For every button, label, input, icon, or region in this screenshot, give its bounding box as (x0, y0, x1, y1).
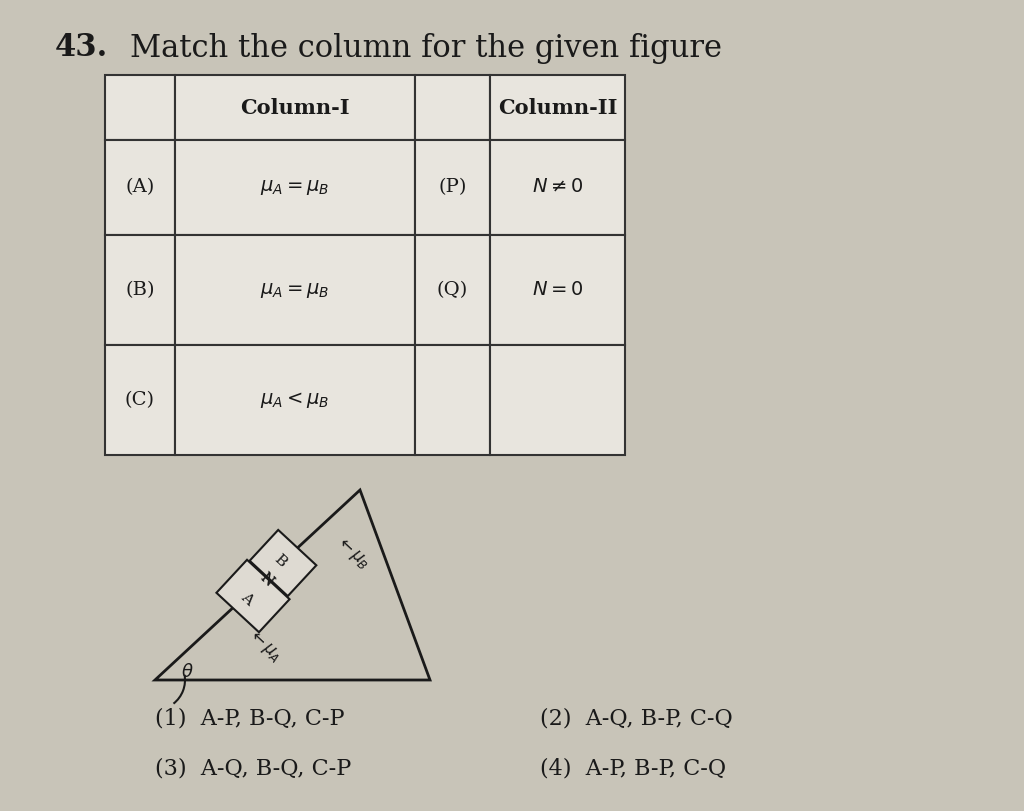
Bar (175, 235, 415, 345)
Bar (490, 75, 625, 140)
Bar (105, 345, 175, 455)
Text: (2)  A-Q, B-P, C-Q: (2) A-Q, B-P, C-Q (540, 707, 733, 729)
Bar (175, 345, 415, 455)
Bar (175, 75, 415, 140)
Text: Column-I: Column-I (241, 97, 350, 118)
Polygon shape (216, 560, 290, 633)
Text: Match the column for the given figure: Match the column for the given figure (130, 32, 722, 63)
Bar (105, 235, 175, 345)
Bar (415, 345, 490, 455)
Text: (4)  A-P, B-P, C-Q: (4) A-P, B-P, C-Q (540, 757, 726, 779)
Polygon shape (250, 530, 316, 596)
Text: (3)  A-Q, B-Q, C-P: (3) A-Q, B-Q, C-P (155, 757, 351, 779)
Text: $\mu_A = \mu_B$: $\mu_A = \mu_B$ (260, 178, 330, 197)
Text: $\leftarrow\mu_B$: $\leftarrow\mu_B$ (331, 533, 373, 573)
Bar (415, 140, 490, 235)
Text: B: B (271, 552, 289, 570)
Text: $N \neq 0$: $N \neq 0$ (531, 178, 584, 196)
Bar (415, 235, 490, 345)
Bar (490, 235, 625, 345)
Text: (Q): (Q) (437, 281, 468, 299)
Bar (415, 75, 490, 140)
Text: Column-II: Column-II (498, 97, 617, 118)
Text: $\mu_A = \mu_B$: $\mu_A = \mu_B$ (260, 281, 330, 299)
Text: $N = 0$: $N = 0$ (531, 281, 584, 299)
Bar (175, 140, 415, 235)
Text: (P): (P) (438, 178, 467, 196)
Text: (C): (C) (125, 391, 155, 409)
Text: $\mu_A < \mu_B$: $\mu_A < \mu_B$ (260, 390, 330, 410)
Text: $\theta$: $\theta$ (180, 663, 194, 681)
Bar (105, 75, 175, 140)
Text: 43.: 43. (55, 32, 109, 63)
Text: (A): (A) (125, 178, 155, 196)
Text: N: N (258, 571, 276, 590)
Bar (490, 345, 625, 455)
Text: (1)  A-P, B-Q, C-P: (1) A-P, B-Q, C-P (155, 707, 344, 729)
Text: N: N (258, 570, 276, 588)
Text: $\leftarrow\mu_A$: $\leftarrow\mu_A$ (243, 626, 285, 667)
Bar (490, 140, 625, 235)
Text: (B): (B) (125, 281, 155, 299)
Text: A: A (239, 590, 256, 608)
Bar (105, 140, 175, 235)
